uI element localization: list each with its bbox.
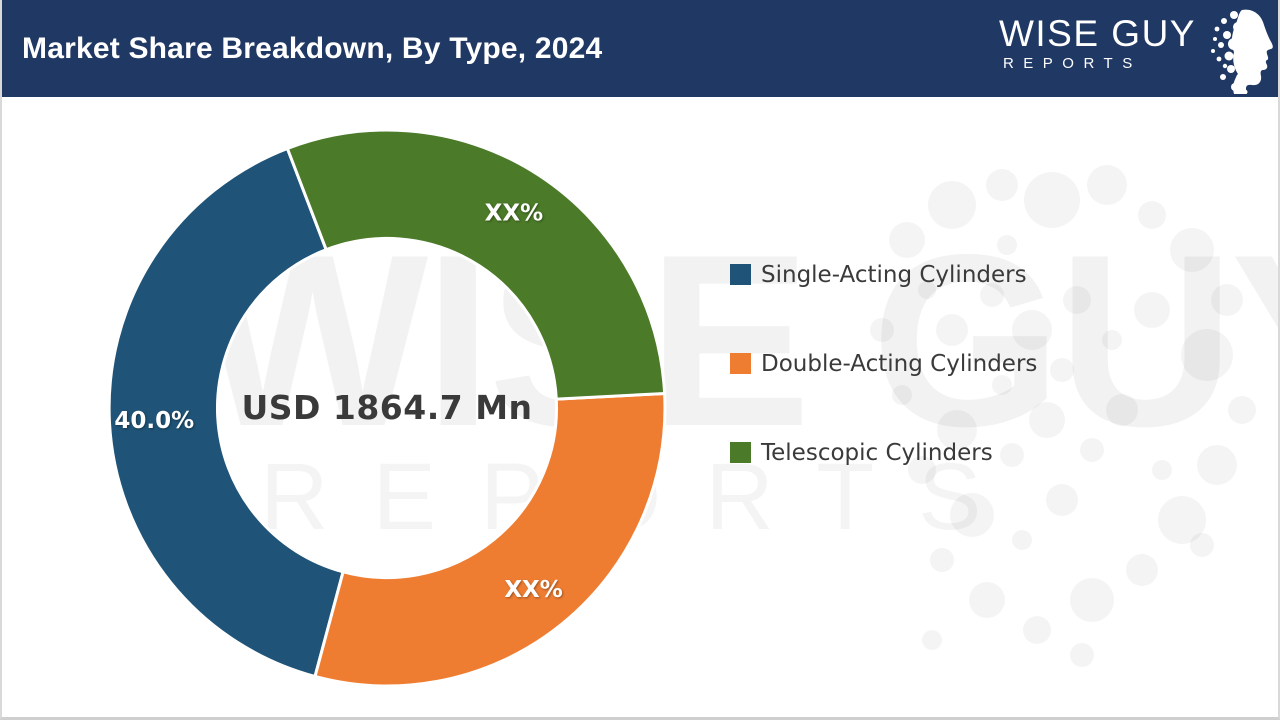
- legend-swatch-single-acting: [730, 264, 751, 285]
- legend-item-telescopic: Telescopic Cylinders: [730, 439, 1037, 466]
- slice-percentage-label: XX%: [504, 577, 563, 603]
- donut-slice-telescopic-cylinders: [285, 128, 667, 401]
- donut-chart: 40.0% XX% XX%: [107, 128, 667, 688]
- legend-label: Single-Acting Cylinders: [761, 261, 1027, 288]
- face-profile-icon: [1211, 9, 1273, 94]
- logo-wiseguy-text: WISE GUY: [998, 13, 1196, 54]
- slice-percentage-label: XX%: [485, 201, 544, 227]
- page-title: Market Share Breakdown, By Type, 2024: [22, 31, 603, 65]
- legend-item-double-acting: Double-Acting Cylinders: [730, 350, 1037, 377]
- donut-slice-double-acting-cylinders: [313, 392, 667, 688]
- legend-label: Telescopic Cylinders: [761, 439, 993, 466]
- chart-center-value: USD 1864.7 Mn: [241, 388, 533, 427]
- wise-guy-logo: WISE GUY REPORTS: [998, 13, 1196, 73]
- legend-swatch-telescopic: [730, 442, 751, 463]
- chart-legend: Single-Acting Cylinders Double-Acting Cy…: [730, 261, 1037, 528]
- legend-item-single-acting: Single-Acting Cylinders: [730, 261, 1037, 288]
- donut-slice-single-acting-cylinders: [107, 147, 345, 678]
- legend-label: Double-Acting Cylinders: [761, 350, 1038, 377]
- logo-reports-text: REPORTS: [1002, 55, 1142, 72]
- header-bar: Market Share Breakdown, By Type, 2024 WI…: [2, 0, 1278, 97]
- slice-percentage-label: 40.0%: [114, 408, 194, 434]
- legend-swatch-double-acting: [730, 353, 751, 374]
